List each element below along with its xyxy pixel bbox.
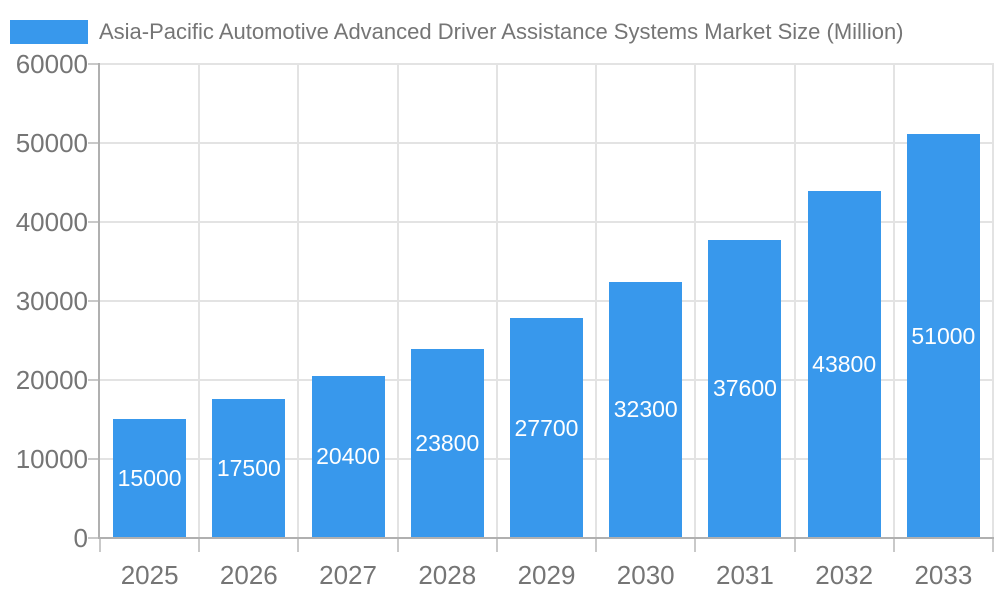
x-axis-tick [595, 539, 598, 552]
x-axis-tick [198, 539, 201, 552]
gridline-vertical [297, 63, 300, 538]
gridline-vertical [992, 63, 994, 538]
bar-2033 [906, 134, 980, 537]
x-axis-tick [892, 539, 895, 552]
y-axis-line [98, 63, 100, 539]
bar-value-label: 20400 [316, 443, 381, 470]
y-axis-tick [88, 379, 99, 381]
bar-2029 [510, 318, 583, 537]
x-axis-tick [992, 539, 994, 552]
x-tick-label: 2025 [120, 560, 179, 590]
y-tick-label: 20000 [15, 365, 88, 395]
bar-2027 [311, 375, 385, 537]
bar-value-label: 51000 [911, 322, 976, 349]
x-axis-tick [694, 539, 697, 552]
y-axis-tick [88, 142, 99, 144]
y-tick-label: 40000 [15, 207, 88, 237]
x-tick-label: 2033 [914, 560, 973, 590]
bar-value-label: 37600 [712, 375, 777, 402]
gridline-vertical [694, 63, 697, 538]
gridline-vertical [793, 63, 796, 538]
bar-value-label: 32300 [613, 396, 678, 423]
y-axis-tick [88, 537, 99, 539]
gridline-horizontal [100, 221, 993, 223]
bar-2030 [609, 281, 683, 537]
bar-value-label: 17500 [216, 454, 281, 481]
chart-title: Asia-Pacific Automotive Advanced Driver … [99, 19, 904, 44]
x-tick-label: 2030 [616, 560, 675, 590]
gridline-vertical [198, 63, 201, 538]
gridline-horizontal [100, 300, 993, 302]
y-axis-tick [88, 300, 99, 302]
gridline-vertical [396, 63, 399, 538]
bar-value-label: 15000 [117, 464, 182, 491]
bar-value-label: 27700 [514, 414, 579, 441]
x-tick-label: 2027 [319, 560, 377, 590]
x-tick-label: 2032 [815, 560, 874, 590]
gridline-horizontal [100, 63, 993, 65]
bar-2028 [410, 348, 484, 537]
y-tick-label: 60000 [15, 49, 88, 79]
bar-2026 [212, 398, 286, 537]
x-axis-tick [793, 539, 796, 552]
y-tick-label: 50000 [15, 128, 88, 158]
bar-2031 [708, 239, 782, 537]
bar-2025 [113, 418, 187, 537]
x-tick-label: 2031 [716, 560, 774, 590]
x-axis-line [98, 537, 994, 539]
gridline-vertical [495, 63, 498, 538]
y-tick-label: 0 [73, 523, 88, 553]
gridline-horizontal [100, 142, 993, 144]
y-axis-tick [88, 458, 99, 460]
gridline-vertical [595, 63, 598, 538]
x-axis-tick [99, 539, 101, 552]
bar-value-label: 23800 [415, 429, 480, 456]
x-axis-tick [495, 539, 498, 552]
gridline-vertical [892, 63, 895, 538]
x-tick-label: 2028 [418, 560, 477, 590]
y-axis-tick [88, 221, 99, 223]
y-tick-label: 10000 [15, 444, 88, 474]
bar-value-label: 43800 [812, 350, 877, 377]
legend-swatch [10, 20, 88, 44]
bar-2032 [807, 190, 881, 537]
y-axis-tick [88, 63, 99, 65]
x-axis-tick [297, 539, 300, 552]
x-tick-label: 2029 [517, 560, 576, 590]
y-tick-label: 30000 [15, 286, 88, 316]
x-tick-label: 2026 [219, 560, 278, 590]
x-axis-tick [396, 539, 399, 552]
